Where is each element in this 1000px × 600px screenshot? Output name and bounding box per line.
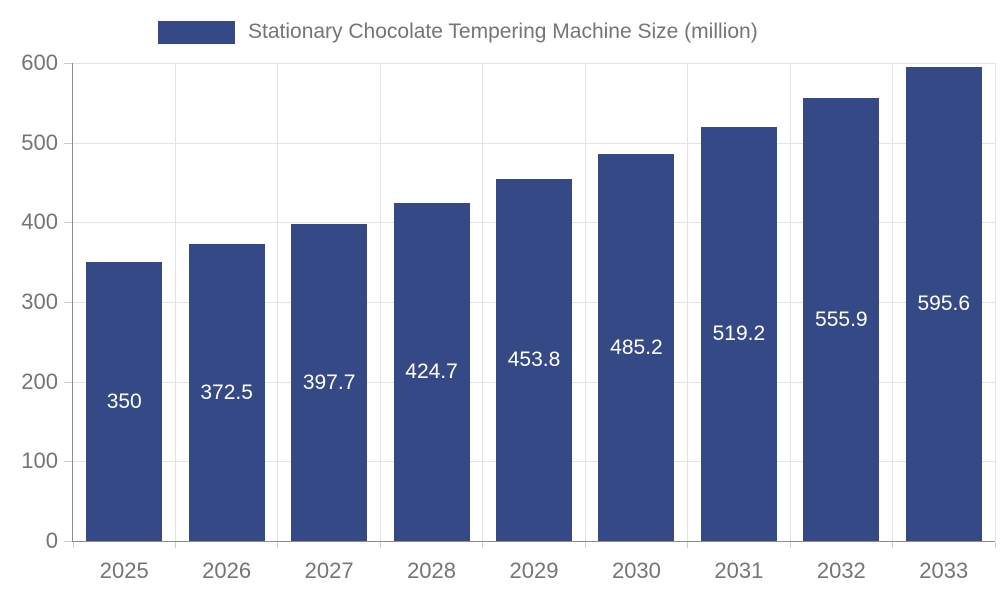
x-tick-mark-4 bbox=[482, 542, 484, 548]
x-tick-mark-7 bbox=[789, 542, 791, 548]
bar-2028[interactable]: 424.7 bbox=[393, 202, 470, 541]
bar-value-label-2027: 397.7 bbox=[302, 370, 356, 394]
x-tick-label-2030: 2030 bbox=[611, 558, 661, 583]
bar-value-label-2030: 485.2 bbox=[610, 335, 663, 359]
bar-value-label-2029: 453.8 bbox=[507, 348, 561, 372]
x-tick-label-2031: 2031 bbox=[714, 558, 764, 583]
legend[interactable]: Stationary Chocolate Tempering Machine S… bbox=[158, 20, 758, 44]
bar-2030[interactable]: 485.2 bbox=[598, 154, 675, 541]
gridline-y-500 bbox=[73, 142, 995, 144]
x-tick-label-2032: 2032 bbox=[816, 558, 866, 583]
y-tick-label-300: 300 bbox=[21, 289, 58, 314]
bar-value-label-2025: 350 bbox=[106, 389, 142, 413]
y-tick-mark-100 bbox=[64, 461, 72, 463]
y-tick-mark-400 bbox=[64, 222, 72, 224]
x-tick-mark-5 bbox=[584, 542, 586, 548]
y-tick-label-600: 600 bbox=[21, 50, 58, 75]
x-tick-mark-9 bbox=[994, 542, 996, 548]
gridline-y-600 bbox=[73, 63, 995, 64]
bar-value-label-2031: 519.2 bbox=[712, 322, 766, 346]
gridline-x-7 bbox=[789, 63, 791, 541]
y-tick-mark-600 bbox=[64, 63, 72, 64]
legend-swatch bbox=[158, 20, 235, 44]
plot-area: 350 372.5 397.7 424.7 453.8 485.2 519.2 555.9 59… bbox=[73, 63, 996, 541]
x-tick-mark-2 bbox=[277, 542, 279, 548]
bar-2026[interactable]: 372.5 bbox=[188, 244, 265, 541]
bar-2032[interactable]: 555.9 bbox=[803, 98, 880, 541]
bar-2025[interactable]: 350 bbox=[86, 262, 163, 541]
x-tick-label-2033: 2033 bbox=[919, 558, 969, 583]
bar-2031[interactable]: 519.2 bbox=[700, 127, 777, 541]
gridline-x-9 bbox=[994, 63, 996, 541]
y-tick-label-200: 200 bbox=[21, 368, 58, 394]
bar-value-label-2026: 372.5 bbox=[200, 380, 253, 404]
bar-2033[interactable]: 595.6 bbox=[905, 66, 982, 541]
gridline-x-1 bbox=[174, 63, 176, 541]
bar-value-label-2032: 555.9 bbox=[815, 307, 868, 331]
gridline-x-3 bbox=[379, 63, 381, 541]
x-tick-label-2027: 2027 bbox=[304, 558, 354, 583]
x-tick-mark-3 bbox=[379, 542, 381, 548]
x-tick-mark-8 bbox=[892, 542, 894, 548]
y-tick-mark-0 bbox=[64, 541, 72, 542]
x-tick-label-2026: 2026 bbox=[202, 558, 252, 583]
y-tick-label-500: 500 bbox=[21, 129, 58, 155]
legend-label: Stationary Chocolate Tempering Machine S… bbox=[248, 20, 758, 43]
y-tick-label-100: 100 bbox=[21, 448, 58, 474]
bar-2029[interactable]: 453.8 bbox=[496, 179, 572, 541]
x-tick-mark-6 bbox=[687, 542, 689, 548]
x-tick-mark-1 bbox=[174, 542, 176, 548]
y-tick-mark-200 bbox=[64, 381, 72, 383]
bar-value-label-2033: 595.6 bbox=[917, 291, 971, 315]
gridline-x-8 bbox=[892, 63, 894, 541]
y-tick-mark-500 bbox=[64, 142, 72, 144]
y-axis-line bbox=[72, 63, 73, 542]
gridline-x-5 bbox=[584, 63, 586, 541]
x-tick-mark-0 bbox=[72, 542, 74, 548]
gridline-x-6 bbox=[687, 63, 689, 541]
y-tick-label-400: 400 bbox=[21, 209, 58, 235]
x-tick-label-2025: 2025 bbox=[99, 558, 149, 583]
x-axis-line bbox=[72, 541, 995, 542]
gridline-x-2 bbox=[277, 63, 279, 541]
bar-value-label-2028: 424.7 bbox=[405, 359, 458, 383]
x-tick-label-2029: 2029 bbox=[509, 558, 559, 583]
y-tick-mark-300 bbox=[64, 302, 72, 303]
x-tick-label-2028: 2028 bbox=[407, 558, 457, 583]
y-tick-label-0: 0 bbox=[45, 528, 58, 553]
bar-2027[interactable]: 397.7 bbox=[291, 224, 368, 541]
gridline-x-4 bbox=[482, 63, 484, 541]
